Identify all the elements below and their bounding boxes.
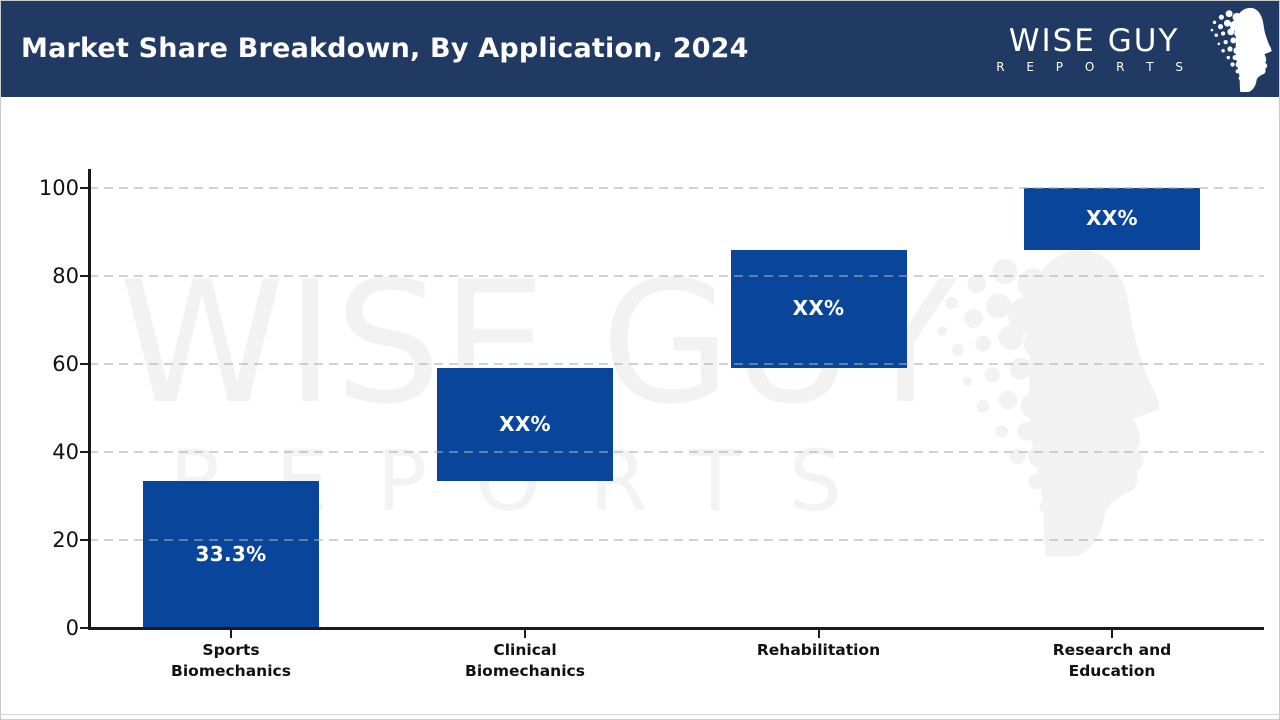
y-tick-mark: [80, 275, 88, 277]
page-title: Market Share Breakdown, By Application, …: [21, 33, 749, 64]
y-tick-label: 0: [65, 616, 79, 640]
dot-head-logo-icon: [1196, 6, 1276, 92]
gridline: [89, 275, 1264, 277]
watermark-dot-head-icon: [889, 229, 1171, 571]
y-tick-mark: [80, 539, 88, 541]
y-tick-mark: [80, 363, 88, 365]
gridline: [89, 451, 1264, 453]
y-tick-mark: [80, 187, 88, 189]
x-category-label: Sports Biomechanics: [171, 641, 291, 680]
x-tick-mark: [817, 630, 820, 638]
logo-reports-text: R E P O R T S: [996, 59, 1192, 74]
y-tick-label: 100: [38, 176, 79, 200]
bar-segment: [1024, 188, 1200, 251]
header: Market Share Breakdown, By Application, …: [1, 1, 1280, 97]
y-tick-label: 60: [52, 352, 79, 376]
bar-segment: [730, 250, 907, 368]
x-axis-line: [88, 627, 1264, 630]
footer-divider: [1, 714, 1279, 715]
logo-wordmark: WISE GUY R E P O R T S: [996, 24, 1192, 74]
y-tick-mark: [80, 451, 88, 453]
x-category-label: Research and Education: [1052, 641, 1172, 680]
x-tick-mark: [1111, 630, 1113, 638]
y-tick-label: 40: [52, 440, 79, 464]
bar-segment: [143, 481, 319, 628]
bar-value-label: XX%: [499, 411, 551, 436]
y-tick-mark: [80, 627, 88, 629]
logo-name-text: WISE GUY: [1008, 22, 1180, 59]
gridline: [89, 539, 1264, 541]
bar-segment: [437, 367, 613, 482]
gridline: [89, 187, 1264, 189]
y-tick-label: 20: [52, 528, 79, 552]
x-category-label: Clinical Biomechanics: [465, 641, 585, 680]
bar-value-label: 33.3%: [195, 541, 267, 566]
bar-value-label: XX%: [792, 295, 845, 320]
x-tick-mark: [524, 630, 526, 638]
x-category-label: Rehabilitation: [756, 641, 881, 659]
x-tick-mark: [230, 630, 232, 638]
gridline: [89, 363, 1264, 365]
brand-logo: WISE GUY R E P O R T S: [996, 6, 1280, 92]
y-tick-label: 80: [52, 264, 79, 288]
y-axis-line: [88, 169, 91, 630]
bar-value-label: XX%: [1086, 206, 1138, 231]
